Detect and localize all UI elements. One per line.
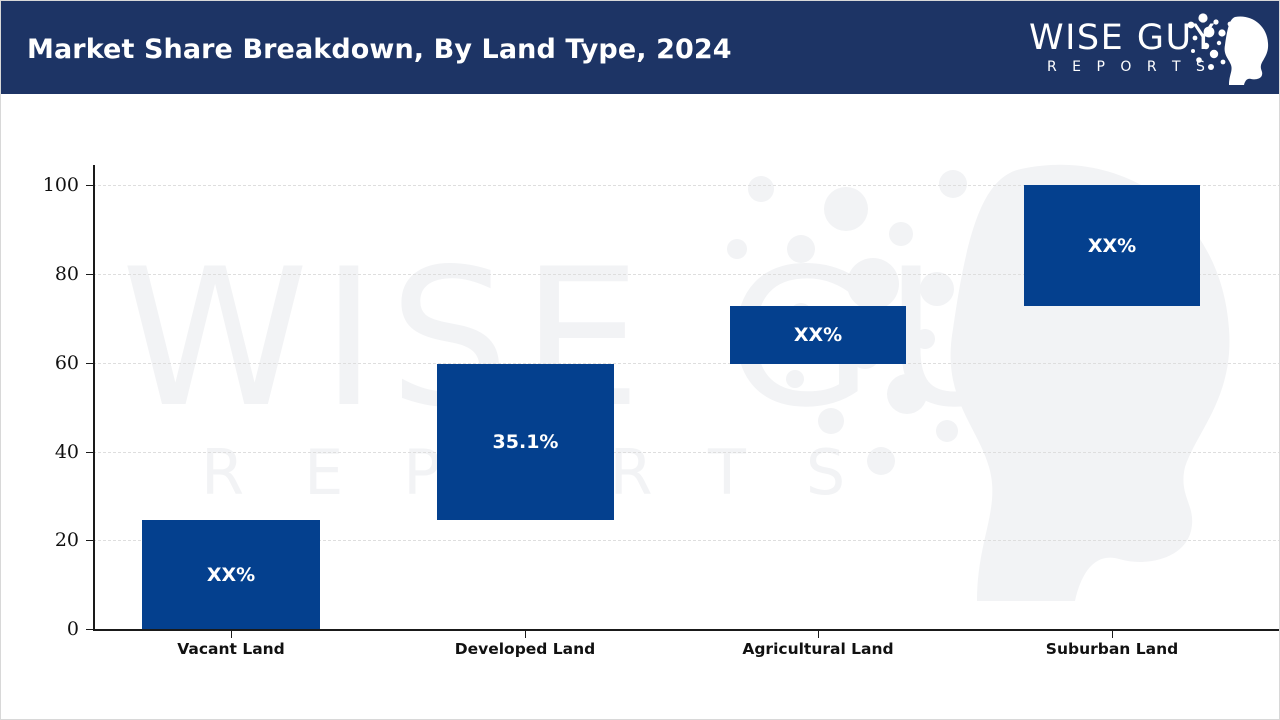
svg-text:WISE GUY: WISE GUY <box>121 228 1164 449</box>
y-tick-60 <box>86 363 94 364</box>
y-tick-100 <box>86 185 94 186</box>
y-tick-label-40: 40 <box>54 441 79 463</box>
x-tick-vacant-land <box>231 629 232 638</box>
y-tick-label-100: 100 <box>42 174 79 196</box>
y-tick-label-80: 80 <box>54 263 79 285</box>
x-tick-label-vacant-land: Vacant Land <box>177 640 285 658</box>
x-tick-label-agricultural-land: Agricultural Land <box>742 640 894 658</box>
svg-text:WISE GUY: WISE GUY <box>1029 18 1216 58</box>
y-tick-0 <box>86 629 94 630</box>
y-tick-40 <box>86 452 94 453</box>
x-tick-suburban-land <box>1112 629 1113 638</box>
gridline-40 <box>93 452 1279 453</box>
x-axis-line <box>93 628 1279 631</box>
y-tick-80 <box>86 274 94 275</box>
bar-agricultural-land[interactable] <box>730 306 906 364</box>
x-tick-label-suburban-land: Suburban Land <box>1045 640 1179 658</box>
bar-developed-land[interactable] <box>437 364 614 520</box>
y-axis-line <box>93 165 95 630</box>
x-tick-agricultural-land <box>818 629 819 638</box>
y-tick-20 <box>86 540 94 541</box>
gridline-60 <box>93 363 1279 364</box>
wise-guy-reports-logo: WISE GUY R E P O R T S <box>1023 9 1273 87</box>
bar-suburban-land[interactable] <box>1024 185 1200 306</box>
page-title: Market Share Breakdown, By Land Type, 20… <box>27 34 732 65</box>
y-tick-label-60: 60 <box>54 352 79 374</box>
bar-vacant-land[interactable] <box>142 520 320 629</box>
x-tick-label-developed-land: Developed Land <box>454 640 596 658</box>
y-tick-label-20: 20 <box>54 529 79 551</box>
header-bar: Market Share Breakdown, By Land Type, 20… <box>1 1 1279 94</box>
x-tick-developed-land <box>525 629 526 638</box>
svg-text:R E P O R T S: R E P O R T S <box>1047 59 1210 75</box>
y-tick-label-0: 0 <box>66 618 79 640</box>
